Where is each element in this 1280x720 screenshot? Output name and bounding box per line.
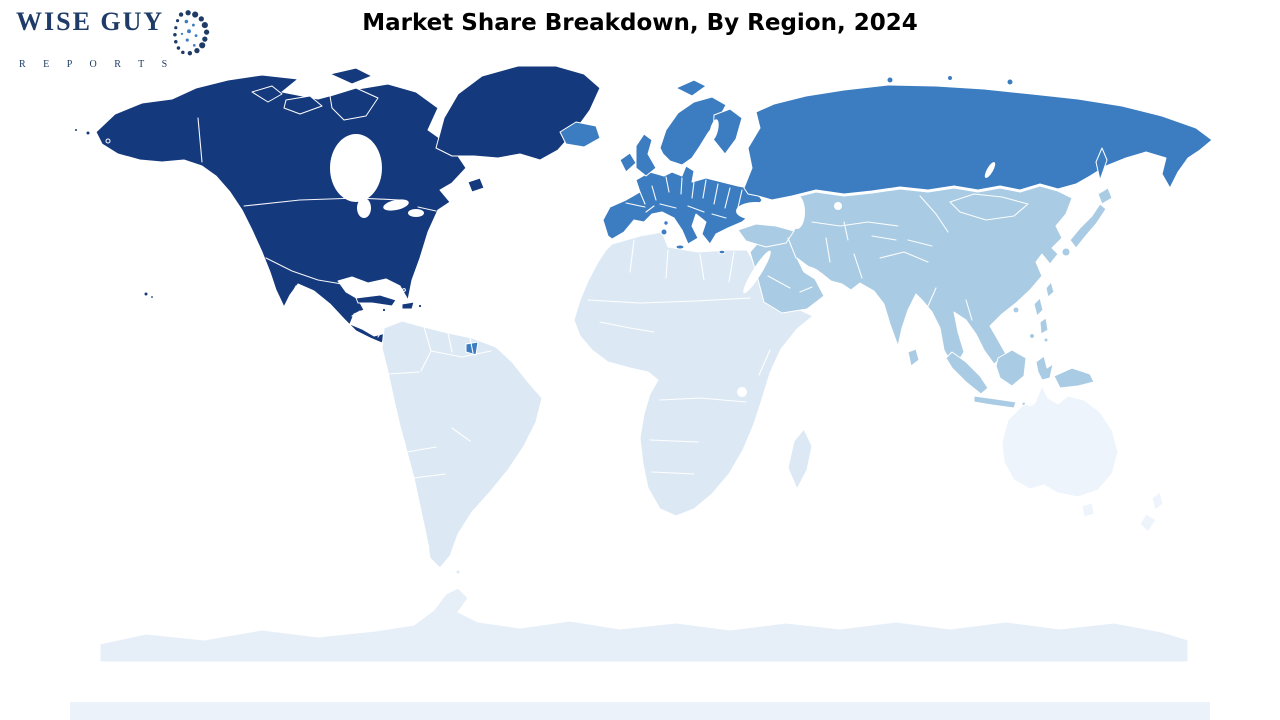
japan-honshu [1069, 203, 1107, 249]
philippine-island-dot [1029, 333, 1035, 339]
europe-internal-borders [625, 176, 743, 219]
island-dot [417, 303, 423, 309]
dotted-head-logo-icon [173, 10, 210, 56]
gulf-of-carpentaria [1023, 390, 1037, 406]
logo-wordmark: WISE GUY [16, 7, 165, 36]
newfoundland [467, 177, 485, 193]
tasmania [1081, 502, 1095, 518]
great-britain [635, 133, 657, 177]
iceland [559, 121, 601, 148]
red-sea [743, 250, 771, 294]
new-zealand [1139, 491, 1164, 533]
aral-sea [834, 202, 842, 210]
svalbard [675, 79, 707, 97]
aleutian-dot [105, 138, 111, 144]
north-america-internal-borders [197, 117, 437, 338]
turkey [737, 223, 795, 248]
hawaii-dot [150, 295, 154, 299]
great-lakes [383, 199, 409, 211]
island-dot [381, 307, 387, 313]
region-antarctica [70, 587, 1210, 720]
arctic-island-dot [1006, 78, 1014, 86]
japan-hokkaido [1097, 187, 1113, 205]
south-america-internal-borders [388, 326, 492, 549]
region-russia [743, 75, 1213, 201]
region-north-america [74, 65, 601, 344]
taiwan [1045, 281, 1055, 298]
antarctica-lower-band [70, 702, 1210, 720]
island-dot [402, 288, 406, 292]
arctic-island-dot [886, 76, 894, 84]
new-guinea [1053, 367, 1095, 389]
russia-mainland [743, 84, 1213, 201]
asia-mainland [749, 185, 1073, 369]
region-europe [559, 79, 763, 255]
aleutian-dot [74, 128, 78, 132]
black-sea [736, 202, 776, 220]
lake-victoria [737, 387, 747, 397]
philippine-island-dot [1043, 337, 1049, 343]
hainan [1012, 306, 1020, 314]
gulf-of-st-lawrence [445, 185, 459, 195]
sardinia [660, 228, 668, 236]
lake-baikal [984, 162, 996, 178]
aleutian-dot [85, 130, 91, 136]
persian-gulf [801, 265, 823, 279]
country-borders [197, 117, 1029, 549]
chart-title: Market Share Breakdown, By Region, 2024 [362, 10, 918, 36]
japan-kyushu [1061, 247, 1071, 257]
caspian-sea [789, 195, 805, 229]
canadian-arctic-islands [251, 67, 379, 121]
sri-lanka [907, 348, 920, 367]
south-america-mainland [381, 320, 543, 569]
java [973, 395, 1017, 409]
sulawesi [1035, 355, 1054, 381]
australia-mainland [1001, 385, 1119, 498]
sakhalin [1095, 147, 1108, 181]
falkland-dot [455, 569, 461, 575]
arctic-island-dot [947, 75, 953, 81]
crete [718, 249, 726, 255]
wise-guy-reports-logo: WISE GUY R E P O R T S [16, 7, 211, 70]
caribbean-islands [355, 294, 415, 310]
philippines [1033, 297, 1049, 335]
asia-internal-borders [767, 193, 1029, 321]
region-asia [737, 185, 1113, 409]
antarctica [99, 587, 1189, 663]
madagascar [787, 428, 813, 490]
corsica [663, 220, 669, 226]
hawaii-dot [143, 291, 149, 297]
sumatra [945, 351, 989, 395]
borneo [995, 349, 1027, 387]
baltic-sea [696, 150, 712, 174]
gulf-of-bothnia [709, 119, 719, 141]
logo-subtext: R E P O R T S [19, 59, 175, 70]
ireland [619, 152, 637, 173]
james-bay [357, 198, 371, 218]
head-inner-dots [181, 19, 198, 47]
region-south-america [381, 320, 543, 575]
head-outline-dots [173, 10, 210, 56]
water-overlays [330, 119, 1037, 406]
sicily [675, 244, 685, 250]
great-lakes [408, 209, 424, 217]
africa-internal-borders [587, 239, 771, 475]
hudson-bay [330, 134, 382, 202]
region-australia [1001, 385, 1164, 533]
greenland [435, 65, 601, 161]
